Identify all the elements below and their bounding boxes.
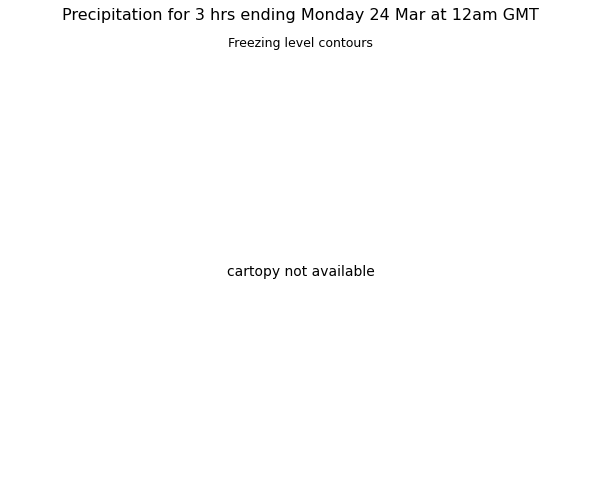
Text: Freezing level contours: Freezing level contours: [228, 37, 373, 50]
Text: cartopy not available: cartopy not available: [227, 265, 374, 279]
Text: Precipitation for 3 hrs ending Monday 24 Mar at 12am GMT: Precipitation for 3 hrs ending Monday 24…: [62, 8, 539, 23]
